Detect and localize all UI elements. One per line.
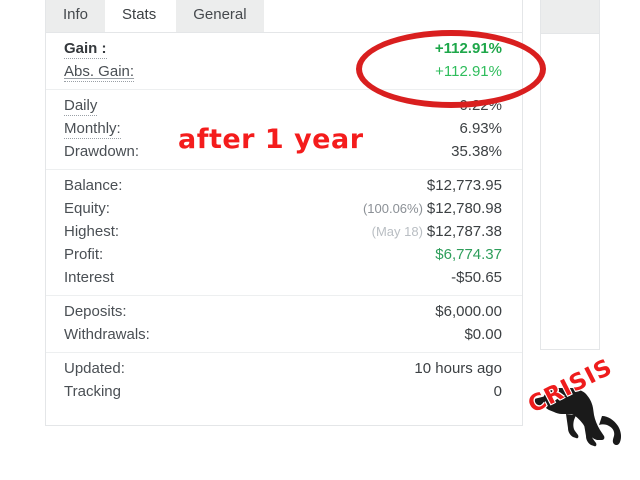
- tab-info[interactable]: Info: [46, 0, 106, 32]
- row-daily: Daily 0.22%: [46, 95, 522, 118]
- secondary-panel-tabbar: [541, 0, 599, 34]
- row-highest: Highest: (May 18) $12,787.38: [46, 221, 522, 244]
- tab-gap: [173, 0, 177, 32]
- label-monthly: Monthly:: [64, 120, 121, 139]
- value-equity: $12,780.98: [426, 200, 502, 217]
- row-deposits: Deposits: $6,000.00: [46, 301, 522, 324]
- label-drawdown: Drawdown:: [64, 143, 140, 160]
- value-updated: 10 hours ago: [414, 360, 502, 377]
- value-highest-wrap: (May 18) $12,787.38: [372, 223, 502, 240]
- tab-general[interactable]: General: [176, 0, 264, 32]
- row-monthly: Monthly: 6.93%: [46, 118, 522, 141]
- label-withdrawals: Withdrawals:: [64, 326, 150, 343]
- value-highest-date: (May 18): [371, 224, 423, 239]
- row-profit: Profit: $6,774.37: [46, 244, 522, 267]
- value-equity-percent: (100.06%): [362, 201, 423, 216]
- label-abs-gain: Abs. Gain:: [64, 63, 135, 82]
- value-profit: $6,774.37: [435, 246, 502, 263]
- label-gain: Gain :: [64, 40, 107, 59]
- stats-panel: Info Stats General Gain : +112.91% Abs. …: [45, 0, 523, 426]
- label-tracking: Tracking: [64, 383, 121, 400]
- performance-group: Daily 0.22% Monthly: 6.93% Drawdown: 35.…: [46, 90, 522, 170]
- row-balance: Balance: $12,773.95: [46, 175, 522, 198]
- label-deposits: Deposits:: [64, 303, 127, 320]
- row-equity: Equity: (100.06%) $12,780.98: [46, 198, 522, 221]
- label-profit: Profit:: [64, 246, 104, 263]
- label-balance: Balance:: [64, 177, 123, 194]
- label-updated: Updated:: [64, 360, 125, 377]
- label-interest: Interest: [64, 269, 115, 286]
- row-tracking: Tracking 0: [46, 381, 522, 404]
- meta-group: Updated: 10 hours ago Tracking 0: [46, 353, 522, 409]
- value-interest: -$50.65: [451, 269, 502, 286]
- value-tracking: 0: [493, 383, 502, 400]
- value-equity-wrap: (100.06%) $12,780.98: [363, 200, 502, 217]
- row-gain: Gain : +112.91%: [46, 38, 522, 61]
- t-rex-icon: [530, 388, 622, 447]
- tab-bar-filler: [263, 0, 522, 32]
- crisis-logo: CRISIS: [524, 354, 632, 450]
- value-deposits: $6,000.00: [435, 303, 502, 320]
- gain-group: Gain : +112.91% Abs. Gain: +112.91%: [46, 33, 522, 90]
- label-daily: Daily: [64, 97, 98, 116]
- row-drawdown: Drawdown: 35.38%: [46, 141, 522, 164]
- value-highest: $12,787.38: [426, 223, 502, 240]
- value-drawdown: 35.38%: [451, 143, 502, 160]
- value-monthly: 6.93%: [459, 120, 502, 137]
- value-balance: $12,773.95: [426, 177, 502, 194]
- row-interest: Interest -$50.65: [46, 267, 522, 290]
- label-equity: Equity:: [64, 200, 110, 217]
- value-withdrawals: $0.00: [464, 326, 502, 343]
- value-abs-gain: +112.91%: [435, 63, 502, 80]
- row-withdrawals: Withdrawals: $0.00: [46, 324, 522, 347]
- row-abs-gain: Abs. Gain: +112.91%: [46, 61, 522, 84]
- tab-bar: Info Stats General: [46, 0, 522, 33]
- funding-group: Deposits: $6,000.00 Withdrawals: $0.00: [46, 296, 522, 353]
- tab-stats[interactable]: Stats: [105, 0, 174, 32]
- row-updated: Updated: 10 hours ago: [46, 358, 522, 381]
- secondary-panel-partial: [540, 0, 600, 350]
- label-highest: Highest:: [64, 223, 120, 240]
- value-gain: +112.91%: [434, 40, 502, 57]
- account-group: Balance: $12,773.95 Equity: (100.06%) $1…: [46, 170, 522, 296]
- value-daily: 0.22%: [459, 97, 502, 114]
